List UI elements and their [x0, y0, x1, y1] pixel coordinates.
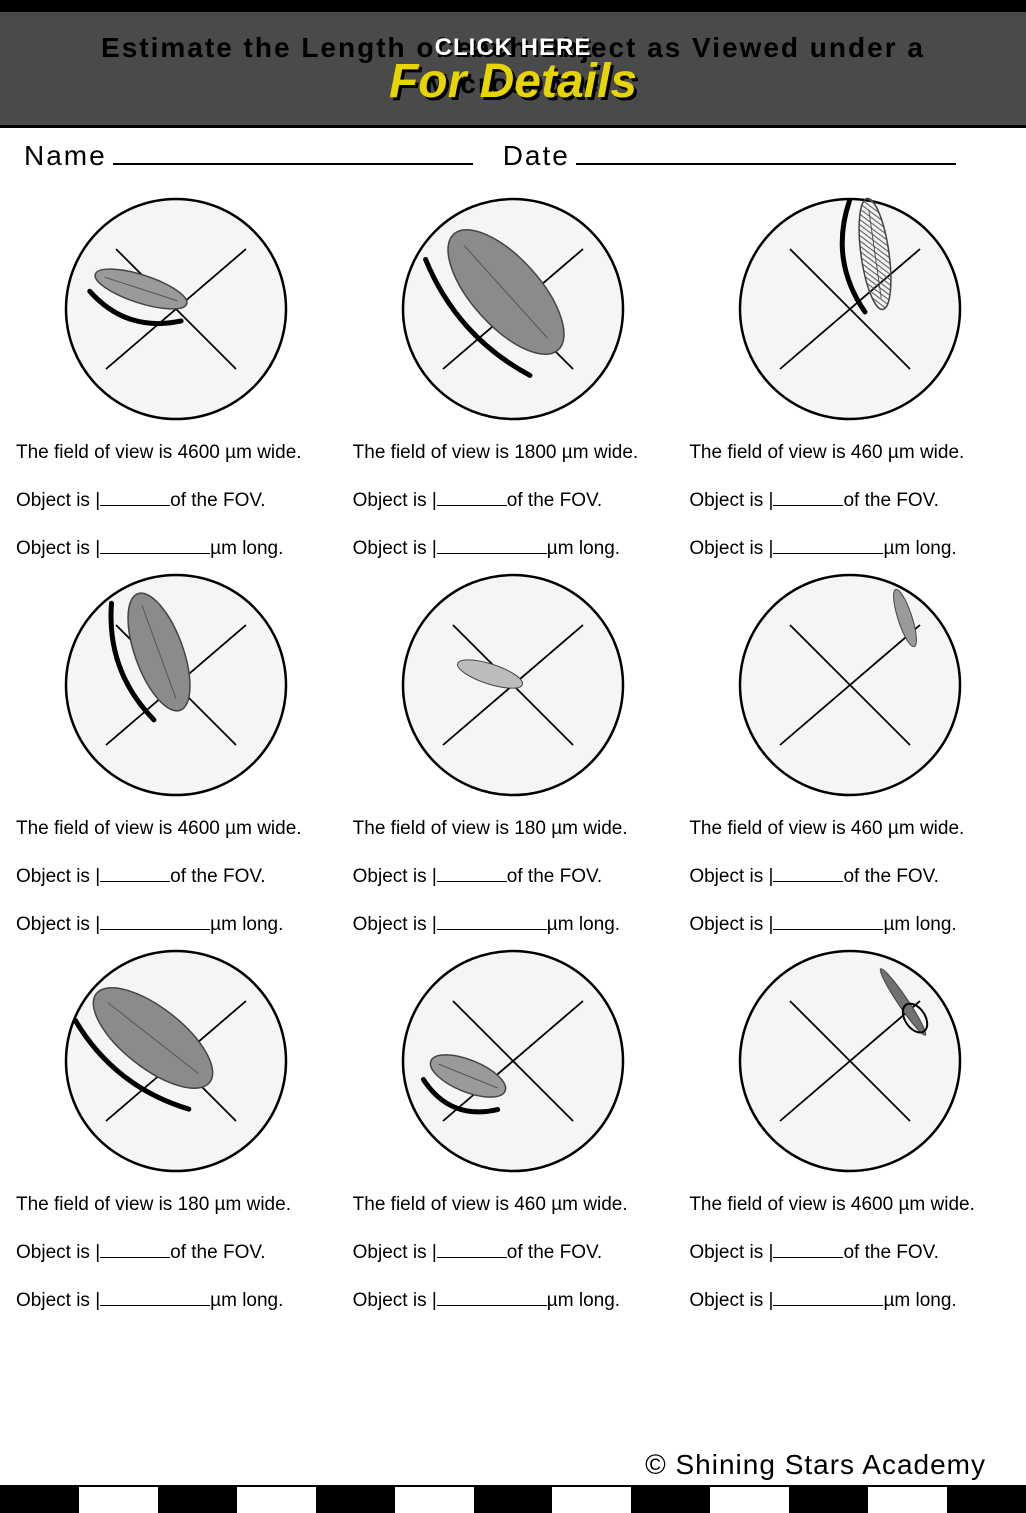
microscope-view: [61, 194, 291, 424]
fov-width-text: The field of view is 460 µm wide.: [353, 1194, 674, 1216]
problem-cell: The field of view is 460 µm wide. Object…: [681, 570, 1018, 936]
fov-value: 460: [851, 818, 883, 839]
blank-length[interactable]: [100, 553, 210, 554]
microscope-view: [61, 570, 291, 800]
fraction-answer: Object is |of the FOV.: [16, 1242, 337, 1264]
fraction-answer: Object is |of the FOV.: [353, 490, 674, 512]
blank-length[interactable]: [437, 553, 547, 554]
length-answer: Object is |µm long.: [16, 1290, 337, 1312]
fov-width-text: The field of view is 4600 µm wide.: [689, 1194, 1010, 1216]
blank-fraction[interactable]: [773, 1257, 843, 1258]
name-date-row: Name Date: [0, 128, 1026, 176]
fov-width-text: The field of view is 4600 µm wide.: [16, 442, 337, 464]
problem-cell: The field of view is 180 µm wide. Object…: [345, 570, 682, 936]
microscope-view: [398, 570, 628, 800]
title-line-2: Microscope: [425, 68, 601, 99]
fov-value: 180: [514, 818, 546, 839]
blank-fraction[interactable]: [437, 1257, 507, 1258]
fov-width-text: The field of view is 460 µm wide.: [689, 818, 1010, 840]
blank-fraction[interactable]: [437, 881, 507, 882]
problem-cell: The field of view is 4600 µm wide. Objec…: [8, 570, 345, 936]
fraction-answer: Object is |of the FOV.: [689, 1242, 1010, 1264]
name-label: Name: [24, 140, 107, 172]
microscope-view: [735, 194, 965, 424]
blank-length[interactable]: [437, 1305, 547, 1306]
name-blank[interactable]: [113, 141, 473, 165]
blank-length[interactable]: [773, 929, 883, 930]
microscope-view: [735, 946, 965, 1176]
footer-stripes: [0, 1485, 1026, 1513]
blank-length[interactable]: [773, 553, 883, 554]
blank-length[interactable]: [437, 929, 547, 930]
fraction-answer: Object is |of the FOV.: [689, 490, 1010, 512]
microscope-view: [735, 570, 965, 800]
banner: Estimate the Length of each Object as Vi…: [0, 0, 1026, 128]
fraction-answer: Object is |of the FOV.: [689, 866, 1010, 888]
length-answer: Object is |µm long.: [353, 1290, 674, 1312]
footer: © Shining Stars Academy: [0, 1443, 1026, 1513]
date-field: Date: [503, 140, 956, 172]
title-line-1: Estimate the Length of each Object as Vi…: [101, 32, 925, 63]
fov-width-text: The field of view is 180 µm wide.: [353, 818, 674, 840]
blank-length[interactable]: [100, 929, 210, 930]
fov-width-text: The field of view is 4600 µm wide.: [16, 818, 337, 840]
length-answer: Object is |µm long.: [689, 538, 1010, 560]
blank-fraction[interactable]: [773, 505, 843, 506]
fov-value: 4600: [851, 1194, 893, 1215]
problem-cell: The field of view is 4600 µm wide. Objec…: [681, 946, 1018, 1312]
fov-value: 1800: [514, 442, 556, 463]
fov-value: 4600: [178, 442, 220, 463]
length-answer: Object is |µm long.: [16, 538, 337, 560]
problem-cell: The field of view is 1800 µm wide. Objec…: [345, 194, 682, 560]
fov-width-text: The field of view is 460 µm wide.: [689, 442, 1010, 464]
fov-value: 4600: [178, 818, 220, 839]
length-answer: Object is |µm long.: [353, 914, 674, 936]
microscope-view: [398, 194, 628, 424]
fov-width-text: The field of view is 180 µm wide.: [16, 1194, 337, 1216]
fraction-answer: Object is |of the FOV.: [16, 866, 337, 888]
problem-cell: The field of view is 4600 µm wide. Objec…: [8, 194, 345, 560]
fov-value: 180: [178, 1194, 210, 1215]
date-blank[interactable]: [576, 141, 956, 165]
length-answer: Object is |µm long.: [353, 538, 674, 560]
blank-fraction[interactable]: [100, 505, 170, 506]
date-label: Date: [503, 140, 570, 172]
blank-fraction[interactable]: [100, 881, 170, 882]
blank-fraction[interactable]: [773, 881, 843, 882]
problem-cell: The field of view is 460 µm wide. Object…: [681, 194, 1018, 560]
problem-cell: The field of view is 180 µm wide. Object…: [8, 946, 345, 1312]
fov-value: 460: [851, 442, 883, 463]
length-answer: Object is |µm long.: [16, 914, 337, 936]
fraction-answer: Object is |of the FOV.: [353, 866, 674, 888]
fov-value: 460: [514, 1194, 546, 1215]
length-answer: Object is |µm long.: [689, 914, 1010, 936]
blank-length[interactable]: [773, 1305, 883, 1306]
name-field: Name: [24, 140, 473, 172]
length-answer: Object is |µm long.: [689, 1290, 1010, 1312]
worksheet-title: Estimate the Length of each Object as Vi…: [0, 12, 1026, 103]
fraction-answer: Object is |of the FOV.: [353, 1242, 674, 1264]
problem-grid: The field of view is 4600 µm wide. Objec…: [0, 176, 1026, 1312]
blank-fraction[interactable]: [437, 505, 507, 506]
blank-fraction[interactable]: [100, 1257, 170, 1258]
microscope-view: [61, 946, 291, 1176]
fraction-answer: Object is |of the FOV.: [16, 490, 337, 512]
copyright: © Shining Stars Academy: [645, 1449, 986, 1481]
blank-length[interactable]: [100, 1305, 210, 1306]
problem-cell: The field of view is 460 µm wide. Object…: [345, 946, 682, 1312]
fov-width-text: The field of view is 1800 µm wide.: [353, 442, 674, 464]
microscope-view: [398, 946, 628, 1176]
